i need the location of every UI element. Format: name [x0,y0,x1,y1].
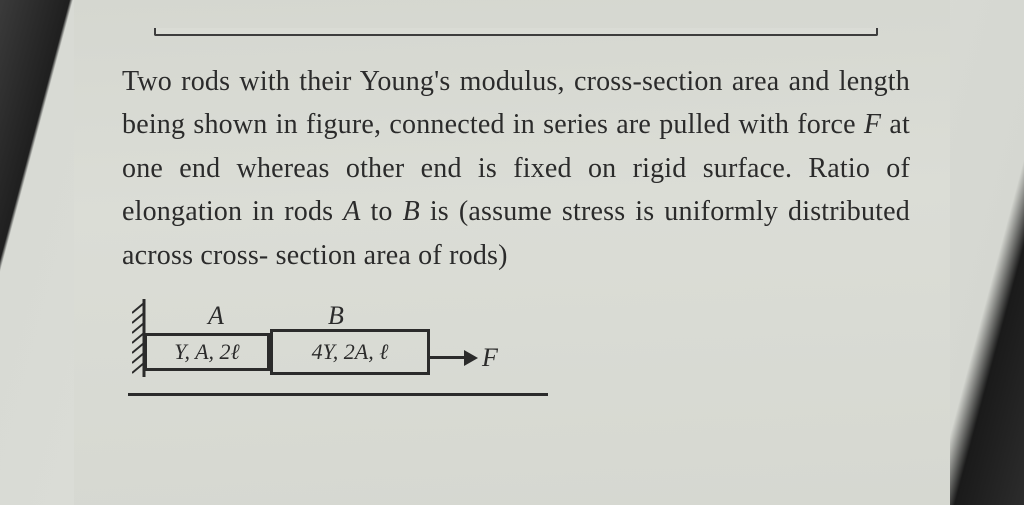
rod-A-box: Y, A, 2ℓ [144,333,270,371]
rod-A-params: Y, A, 2ℓ [174,339,239,365]
rod-B-params: 4Y, 2A, ℓ [312,339,389,365]
question-line-4-mid: to [361,196,403,227]
ground-line [128,393,548,396]
question-line-4-post: is [420,196,449,227]
question-line-3-pre: pulled with force [659,109,864,140]
question-var-F: F [864,109,881,140]
rod-A-label: A [208,301,224,331]
screen-frame: Two rods with their Young's modulus, cro… [0,0,1024,505]
question-paragraph: Two rods with their Young's modulus, cro… [122,60,910,277]
rods-diagram: A B Y, A, 2ℓ 4Y, 2A, ℓ F [126,295,566,415]
force-arrow-group: F [430,343,498,373]
top-box-fragment [154,28,879,36]
page-surface: Two rods with their Young's modulus, cro… [74,0,950,505]
question-var-B: B [403,196,420,227]
question-line-6: section area of rods) [276,240,508,271]
force-label: F [482,343,498,373]
question-line-1: Two rods with their Young's modulus, cro… [122,66,779,97]
arrow-right-icon [464,350,478,366]
question-var-A: A [343,196,360,227]
force-shaft [430,356,464,359]
rod-B-box: 4Y, 2A, ℓ [270,329,430,375]
rod-B-label: B [328,301,344,331]
